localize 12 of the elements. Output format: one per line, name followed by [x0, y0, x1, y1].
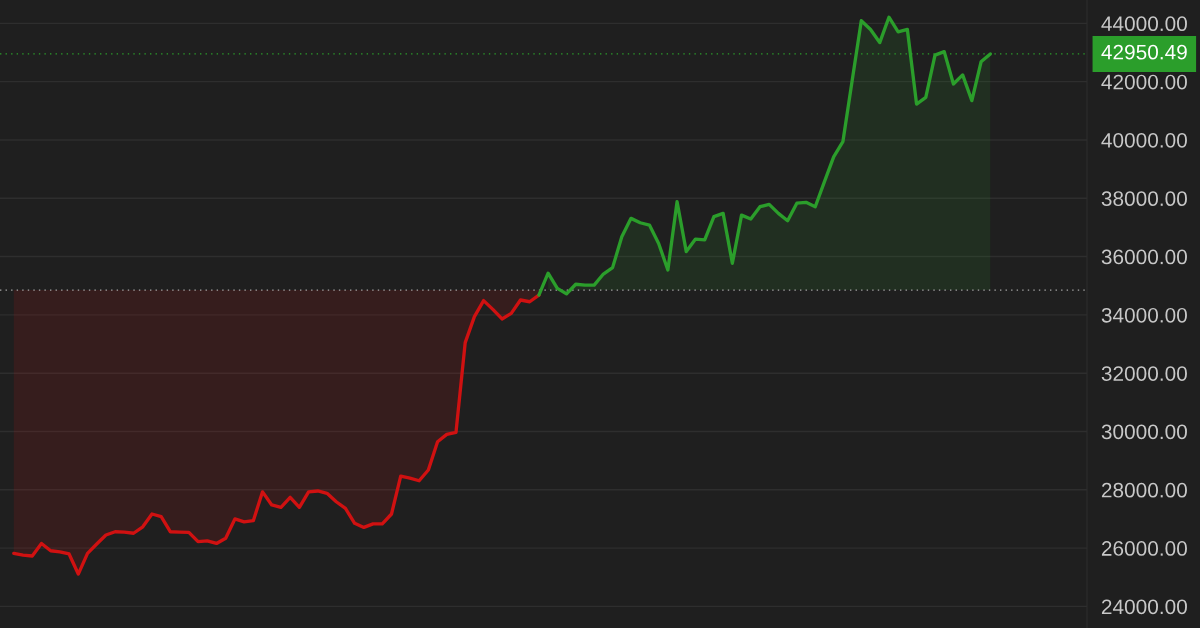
y-tick-label: 44000.00 — [1101, 16, 1187, 32]
y-tick-label: 30000.00 — [1101, 424, 1187, 440]
y-tick-label: 24000.00 — [1101, 599, 1187, 615]
ref-line-label: 42950.49 — [1101, 44, 1187, 60]
y-tick-label: 36000.00 — [1101, 249, 1187, 265]
y-tick-label: 34000.00 — [1101, 307, 1187, 323]
y-tick-label: 28000.00 — [1101, 482, 1187, 498]
y-tick-label: 26000.00 — [1101, 541, 1187, 556]
y-tick-label: 40000.00 — [1101, 132, 1187, 148]
y-tick-label: 32000.00 — [1101, 366, 1187, 381]
y-tick-label: 42000.00 — [1101, 74, 1187, 90]
y-tick-label: 38000.00 — [1101, 191, 1187, 207]
